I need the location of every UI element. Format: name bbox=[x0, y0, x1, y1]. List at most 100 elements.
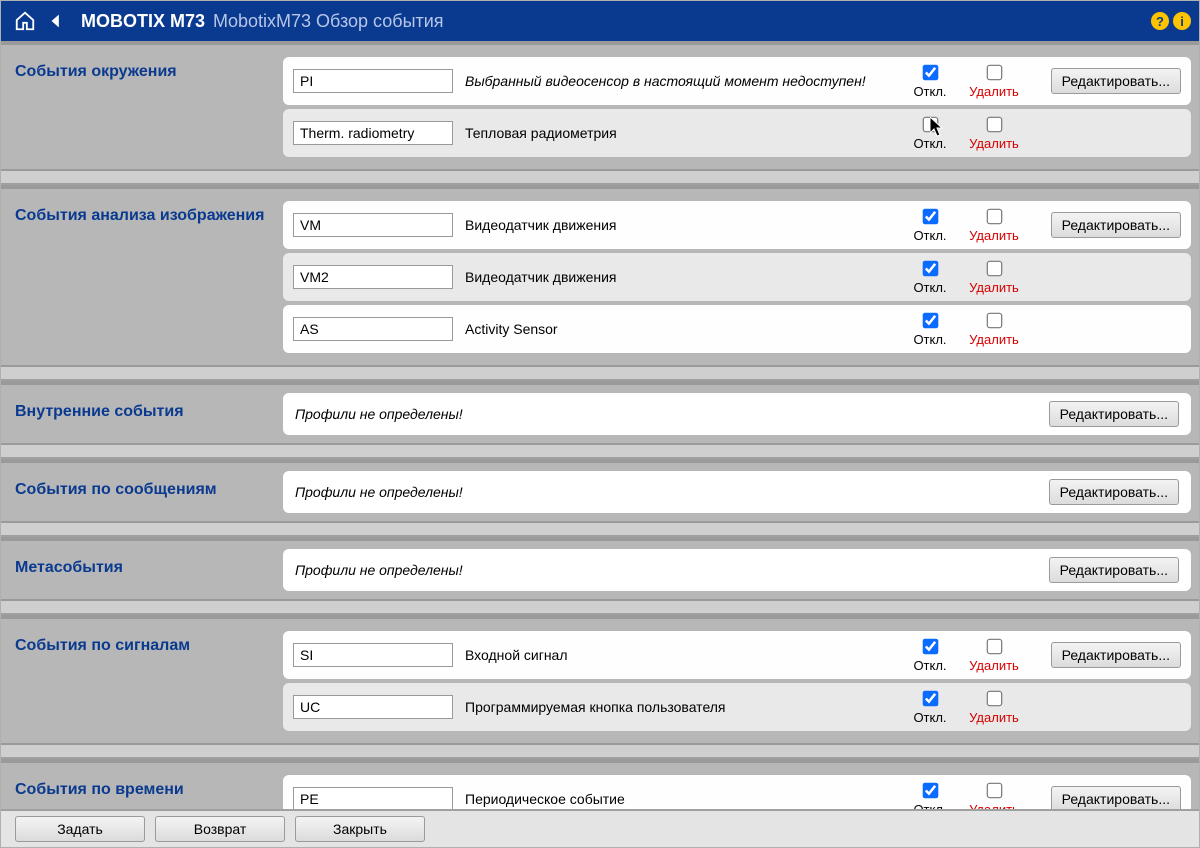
section-content: Входной сигналОткл.УдалитьРедактировать.… bbox=[283, 627, 1199, 735]
back-icon[interactable] bbox=[43, 7, 71, 35]
event-row: Видеодатчик движенияОткл.Удалить bbox=[283, 253, 1191, 301]
event-code-input[interactable] bbox=[293, 69, 453, 93]
empty-row: Профили не определены! Редактировать... bbox=[283, 393, 1191, 435]
edit-button[interactable]: Редактировать... bbox=[1051, 212, 1181, 238]
brand-title: MOBOTIX M73 bbox=[81, 11, 205, 32]
event-description: Видеодатчик движения bbox=[465, 217, 898, 233]
section-gap bbox=[1, 601, 1199, 615]
delete-label: Удалить bbox=[962, 802, 1026, 809]
profiles-undefined-text: Профили не определены! bbox=[295, 406, 1024, 422]
section-gap bbox=[1, 367, 1199, 381]
event-code-input[interactable] bbox=[293, 643, 453, 667]
empty-row: Профили не определены! Редактировать... bbox=[283, 549, 1191, 591]
disable-label: Откл. bbox=[898, 228, 962, 243]
disable-label: Откл. bbox=[898, 710, 962, 725]
section-gap bbox=[1, 745, 1199, 759]
delete-label: Удалить bbox=[962, 280, 1026, 295]
section-title: Внутренние события bbox=[1, 393, 283, 435]
disable-label: Откл. bbox=[898, 332, 962, 347]
delete-checkbox[interactable] bbox=[987, 209, 1003, 225]
section-title: События по сообщениям bbox=[1, 471, 283, 513]
section-title: Метасобытия bbox=[1, 549, 283, 591]
section: События по времениПериодическое событиеО… bbox=[1, 759, 1199, 809]
profiles-undefined-text: Профили не определены! bbox=[295, 562, 1024, 578]
event-row: Видеодатчик движенияОткл.Удалить Редактир… bbox=[283, 201, 1191, 249]
section-gap bbox=[1, 445, 1199, 459]
section: Внутренние событияПрофили не определены!… bbox=[1, 381, 1199, 445]
event-description: Activity Sensor bbox=[465, 321, 898, 337]
event-row: Activity SensorОткл.Удалить bbox=[283, 305, 1191, 353]
delete-checkbox[interactable] bbox=[987, 261, 1003, 277]
delete-label: Удалить bbox=[962, 658, 1026, 673]
delete-label: Удалить bbox=[962, 332, 1026, 347]
disable-label: Откл. bbox=[898, 280, 962, 295]
section-content: Профили не определены! Редактировать... bbox=[283, 471, 1199, 513]
set-button[interactable]: Задать bbox=[15, 816, 145, 842]
empty-row: Профили не определены! Редактировать... bbox=[283, 471, 1191, 513]
reset-button[interactable]: Возврат bbox=[155, 816, 285, 842]
event-description: Программируемая кнопка пользователя bbox=[465, 699, 898, 715]
home-icon[interactable] bbox=[11, 7, 39, 35]
delete-label: Удалить bbox=[962, 228, 1026, 243]
event-code-input[interactable] bbox=[293, 787, 453, 809]
disable-checkbox[interactable] bbox=[923, 313, 939, 329]
close-button[interactable]: Закрыть bbox=[295, 816, 425, 842]
event-row: Программируемая кнопка пользователяОткл.… bbox=[283, 683, 1191, 731]
section: События анализа изображенияВидеодатчик д… bbox=[1, 185, 1199, 367]
event-code-input[interactable] bbox=[293, 695, 453, 719]
edit-button[interactable]: Редактировать... bbox=[1051, 786, 1181, 809]
event-description: Периодическое событие bbox=[465, 791, 898, 807]
profiles-undefined-text: Профили не определены! bbox=[295, 484, 1024, 500]
section-title: События анализа изображения bbox=[1, 197, 283, 357]
delete-checkbox[interactable] bbox=[987, 65, 1003, 81]
edit-button[interactable]: Редактировать... bbox=[1051, 642, 1181, 668]
delete-label: Удалить bbox=[962, 84, 1026, 99]
disable-checkbox[interactable] bbox=[923, 691, 939, 707]
section-gap bbox=[1, 171, 1199, 185]
event-row: Входной сигналОткл.УдалитьРедактировать.… bbox=[283, 631, 1191, 679]
help-icon[interactable]: ? bbox=[1151, 12, 1169, 30]
section-content: Профили не определены! Редактировать... bbox=[283, 393, 1199, 435]
section-content: Видеодатчик движенияОткл.УдалитьРедактир… bbox=[283, 197, 1199, 357]
section: Метасобытия Профили не определены! Редакти… bbox=[1, 537, 1199, 601]
footer-bar: Задать Возврат Закрыть bbox=[1, 809, 1199, 847]
event-row: Тепловая радиометрияОткл.Удалить bbox=[283, 109, 1191, 157]
event-code-input[interactable] bbox=[293, 213, 453, 237]
header-bar: MOBOTIX M73 MobotixM73 Обзор события ? i bbox=[1, 1, 1199, 41]
delete-checkbox[interactable] bbox=[987, 783, 1003, 799]
disable-checkbox[interactable] bbox=[923, 639, 939, 655]
delete-checkbox[interactable] bbox=[987, 639, 1003, 655]
delete-checkbox[interactable] bbox=[987, 691, 1003, 707]
edit-button[interactable]: Редактировать... bbox=[1051, 68, 1181, 94]
event-code-input[interactable] bbox=[293, 121, 453, 145]
event-code-input[interactable] bbox=[293, 265, 453, 289]
edit-button[interactable]: Редактировать... bbox=[1049, 401, 1179, 427]
disable-checkbox[interactable] bbox=[923, 261, 939, 277]
section: События по сигналамВходной сигналОткл.Уд… bbox=[1, 615, 1199, 745]
delete-checkbox[interactable] bbox=[987, 117, 1003, 133]
disable-label: Откл. bbox=[898, 84, 962, 99]
section-content: Профили не определены! Редактировать... bbox=[283, 549, 1199, 591]
section-content: Выбранный видеосенсор в настоящий момент… bbox=[283, 53, 1199, 161]
event-row: Выбранный видеосенсор в настоящий момент… bbox=[283, 57, 1191, 105]
section-title: События окружения bbox=[1, 53, 283, 161]
delete-checkbox[interactable] bbox=[987, 313, 1003, 329]
delete-label: Удалить bbox=[962, 710, 1026, 725]
disable-checkbox[interactable] bbox=[923, 209, 939, 225]
content-area: События окружения Выбранный видеосенсор в… bbox=[1, 41, 1199, 809]
section: События по сообщениямПрофили не определе… bbox=[1, 459, 1199, 523]
edit-button[interactable]: Редактировать... bbox=[1049, 557, 1179, 583]
disable-label: Откл. bbox=[898, 802, 962, 809]
disable-checkbox[interactable] bbox=[923, 65, 939, 81]
event-code-input[interactable] bbox=[293, 317, 453, 341]
event-row: Периодическое событиеОткл.Удалить Редакти… bbox=[283, 775, 1191, 809]
section-gap bbox=[1, 523, 1199, 537]
event-description: Входной сигнал bbox=[465, 647, 898, 663]
info-icon[interactable]: i bbox=[1173, 12, 1191, 30]
event-description: Выбранный видеосенсор в настоящий момент… bbox=[465, 73, 898, 89]
section-title: События по времени bbox=[1, 771, 283, 809]
cursor-icon bbox=[930, 117, 946, 142]
edit-button[interactable]: Редактировать... bbox=[1049, 479, 1179, 505]
disable-checkbox[interactable] bbox=[923, 783, 939, 799]
delete-label: Удалить bbox=[962, 136, 1026, 151]
